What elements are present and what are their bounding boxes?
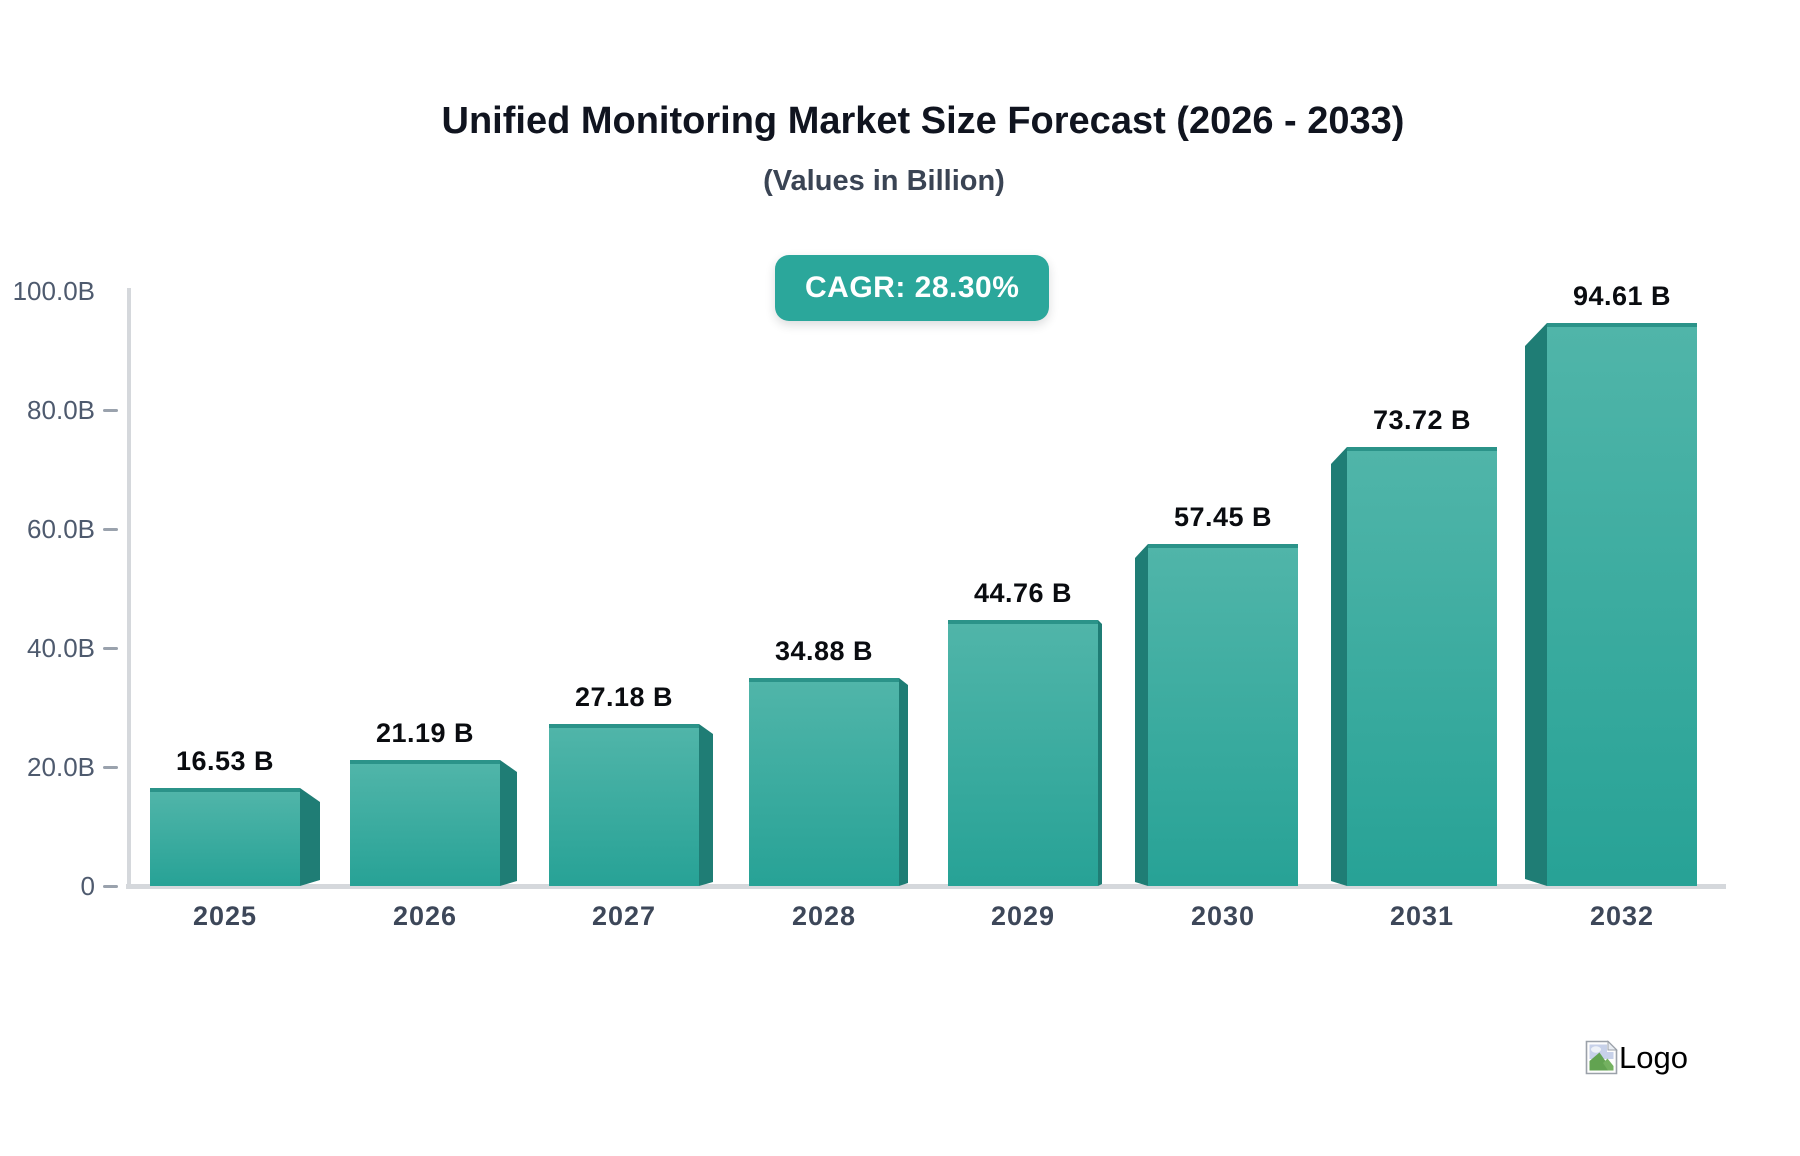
bar-value-label: 73.72 B	[1372, 405, 1472, 435]
bar-side-face	[699, 724, 713, 886]
y-tick-label: 80.0B	[27, 395, 95, 425]
bar-face	[1347, 447, 1497, 886]
bar-value-label: 27.18 B	[574, 682, 674, 712]
logo-text: Logo	[1619, 1040, 1688, 1075]
broken-image-icon	[1585, 1040, 1618, 1075]
x-axis-label: 2026	[392, 901, 458, 931]
x-axis-label: 2027	[591, 901, 657, 931]
bar-side-face	[1331, 447, 1347, 886]
bar-side-face	[1135, 544, 1148, 886]
y-tick-label: 20.0B	[27, 752, 95, 782]
y-tick-dash	[103, 766, 118, 769]
x-axis-line	[126, 884, 1726, 889]
x-axis-label: 2032	[1589, 901, 1655, 931]
bar-value-label: 16.53 B	[175, 746, 275, 776]
bar-value-label: 21.19 B	[375, 718, 475, 748]
bar-face	[150, 788, 300, 886]
y-tick-dash	[103, 647, 118, 650]
x-axis-label: 2031	[1389, 901, 1455, 931]
bar-face	[749, 678, 899, 886]
bar-side-face	[500, 760, 517, 886]
bar-value-label: 34.88 B	[774, 636, 874, 666]
bar-face	[1148, 544, 1298, 886]
bar-face	[1547, 323, 1697, 886]
logo: Logo	[1585, 1040, 1688, 1076]
y-tick-label: 100.0B	[12, 276, 95, 306]
bar-face	[549, 724, 699, 886]
y-tick-label: 0	[80, 871, 95, 901]
x-axis-label: 2028	[791, 901, 857, 931]
bar-value-label: 44.76 B	[973, 578, 1073, 608]
bar-face	[948, 620, 1098, 886]
bar-face	[350, 760, 500, 886]
x-axis-label: 2030	[1190, 901, 1256, 931]
bar-side-face	[1098, 620, 1102, 886]
bar-side-face	[1525, 323, 1547, 886]
x-axis-label: 2025	[192, 901, 258, 931]
bar-value-label: 57.45 B	[1173, 502, 1273, 532]
y-tick-dash	[103, 409, 118, 412]
y-axis-line	[127, 288, 131, 887]
cagr-badge: CAGR: 28.30%	[775, 255, 1050, 321]
bar-side-face	[899, 678, 908, 886]
y-tick-dash	[103, 528, 118, 531]
cagr-label: CAGR: 28.30%	[805, 271, 1020, 304]
y-tick-label: 40.0B	[27, 633, 95, 663]
y-tick-dash	[103, 885, 118, 888]
chart-title: Unified Monitoring Market Size Forecast …	[441, 100, 1405, 142]
bar-side-face	[300, 788, 320, 886]
bar-value-label: 94.61 B	[1572, 281, 1672, 311]
y-tick-label: 60.0B	[27, 514, 95, 544]
x-axis-label: 2029	[990, 901, 1056, 931]
chart-subtitle: (Values in Billion)	[763, 165, 1005, 197]
